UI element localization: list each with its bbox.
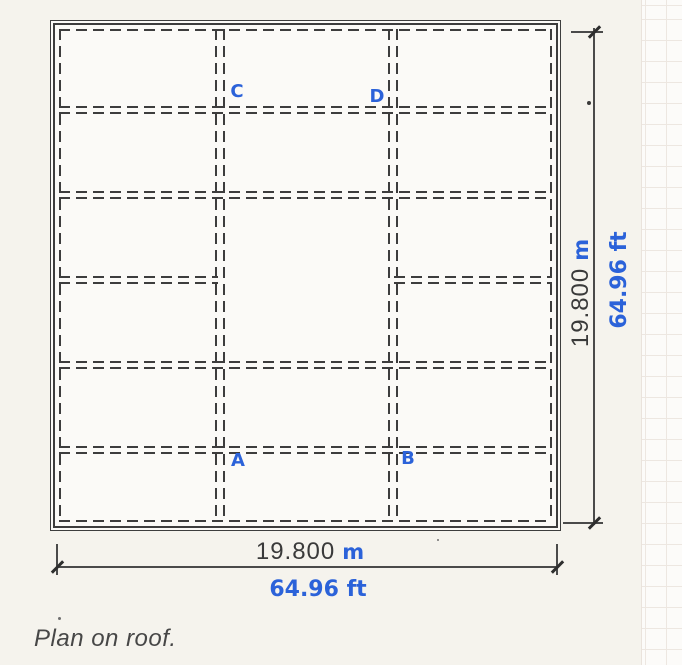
extension-line-right-bottom (563, 522, 603, 524)
scan-speck (437, 539, 439, 541)
scan-speck (58, 617, 61, 620)
extension-line-bottom-left (56, 544, 58, 575)
dimension-line-bottom (56, 566, 557, 568)
purlin-line-row5-lower (59, 452, 552, 454)
purlin-line-row4-upper (59, 361, 552, 363)
plan-border-inner-line (53, 23, 558, 528)
handwritten-unit-m: m (569, 238, 593, 261)
point-label-c: C (230, 81, 244, 102)
edge-beam-line-top (59, 29, 552, 31)
purlin-line-row3-right-upper (394, 276, 552, 278)
point-label-b: B (401, 448, 415, 469)
graph-paper-strip (641, 0, 682, 665)
purlin-line-row4-lower (59, 367, 552, 369)
point-label-a: A (231, 450, 245, 471)
extension-line-right-top (571, 31, 603, 33)
edge-beam-line-bottom (59, 520, 552, 522)
drawing-caption: Plan on roof. (34, 625, 177, 652)
purlin-line-row5-upper (59, 446, 552, 448)
beam-line-vertical-2a (388, 29, 390, 522)
purlin-line-row1-upper (59, 106, 552, 108)
purlin-line-row3-left-lower (59, 282, 218, 284)
purlin-line-row2-upper (59, 191, 552, 193)
handwritten-unit-m: m (342, 540, 365, 564)
point-label-d: D (369, 86, 385, 107)
purlin-line-row1-lower (59, 112, 552, 114)
dimension-line-right (593, 28, 595, 525)
purlin-line-row2-lower (59, 197, 552, 199)
beam-line-vertical-2b (396, 29, 398, 522)
beam-line-vertical-1b (223, 29, 225, 522)
purlin-line-row3-left-upper (59, 276, 218, 278)
roof-plan-drawing: C D A B (50, 20, 561, 531)
purlin-line-row3-right-lower (394, 282, 552, 284)
extension-line-bottom-right (556, 544, 558, 575)
dimension-text-right-metric: 19.800m (567, 238, 594, 348)
dimension-text-right-imperial: 64.96 ft (607, 231, 632, 329)
edge-beam-line-right (550, 29, 552, 522)
dimension-text-bottom-metric: 19.800 m (255, 538, 365, 565)
dimension-text-bottom-imperial: 64.96 ft (269, 577, 367, 602)
edge-beam-line-left (59, 29, 61, 522)
beam-line-vertical-1a (215, 29, 217, 522)
scan-speck (587, 101, 591, 105)
